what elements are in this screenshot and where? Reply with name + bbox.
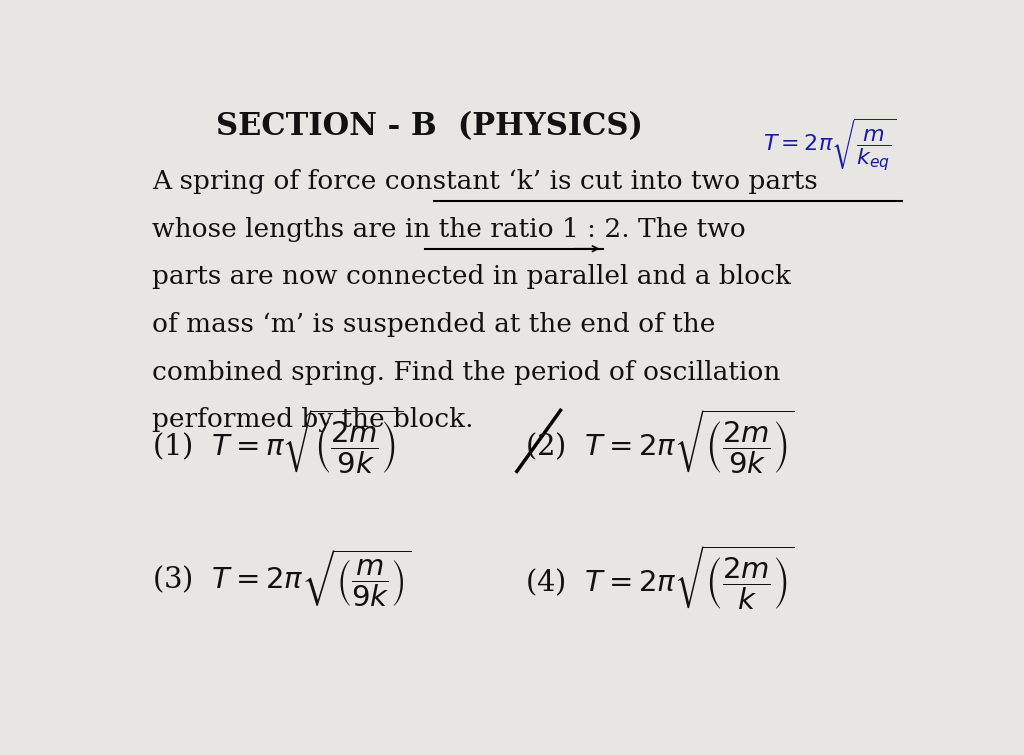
Text: parts are now connected in parallel and a block: parts are now connected in parallel and … [152,264,791,289]
Text: $T = 2\pi\sqrt{\dfrac{m}{k_{eq}}}$: $T = 2\pi\sqrt{\dfrac{m}{k_{eq}}}$ [763,117,897,174]
Text: (3)  $T = 2\pi\sqrt{\left(\dfrac{m}{9k}\right)}$: (3) $T = 2\pi\sqrt{\left(\dfrac{m}{9k}\r… [152,548,411,610]
Text: (1)  $T = \pi\sqrt{\left(\dfrac{2m}{9k}\right)}$: (1) $T = \pi\sqrt{\left(\dfrac{2m}{9k}\r… [152,408,402,477]
Text: A spring of force constant ‘k’ is cut into two parts: A spring of force constant ‘k’ is cut in… [152,169,817,194]
Text: SECTION - B  (PHYSICS): SECTION - B (PHYSICS) [216,111,643,142]
Text: (2)  $T = 2\pi\sqrt{\left(\dfrac{2m}{9k}\right)}$: (2) $T = 2\pi\sqrt{\left(\dfrac{2m}{9k}\… [524,408,795,477]
Text: of mass ‘m’ is suspended at the end of the: of mass ‘m’ is suspended at the end of t… [152,312,715,337]
Text: combined spring. Find the period of oscillation: combined spring. Find the period of osci… [152,360,780,385]
Text: (4)  $T = 2\pi\sqrt{\left(\dfrac{2m}{k}\right)}$: (4) $T = 2\pi\sqrt{\left(\dfrac{2m}{k}\r… [524,544,795,614]
Text: performed by the block.: performed by the block. [152,408,473,433]
Text: whose lengths are in the ratio 1 : 2. The two: whose lengths are in the ratio 1 : 2. Th… [152,217,745,242]
